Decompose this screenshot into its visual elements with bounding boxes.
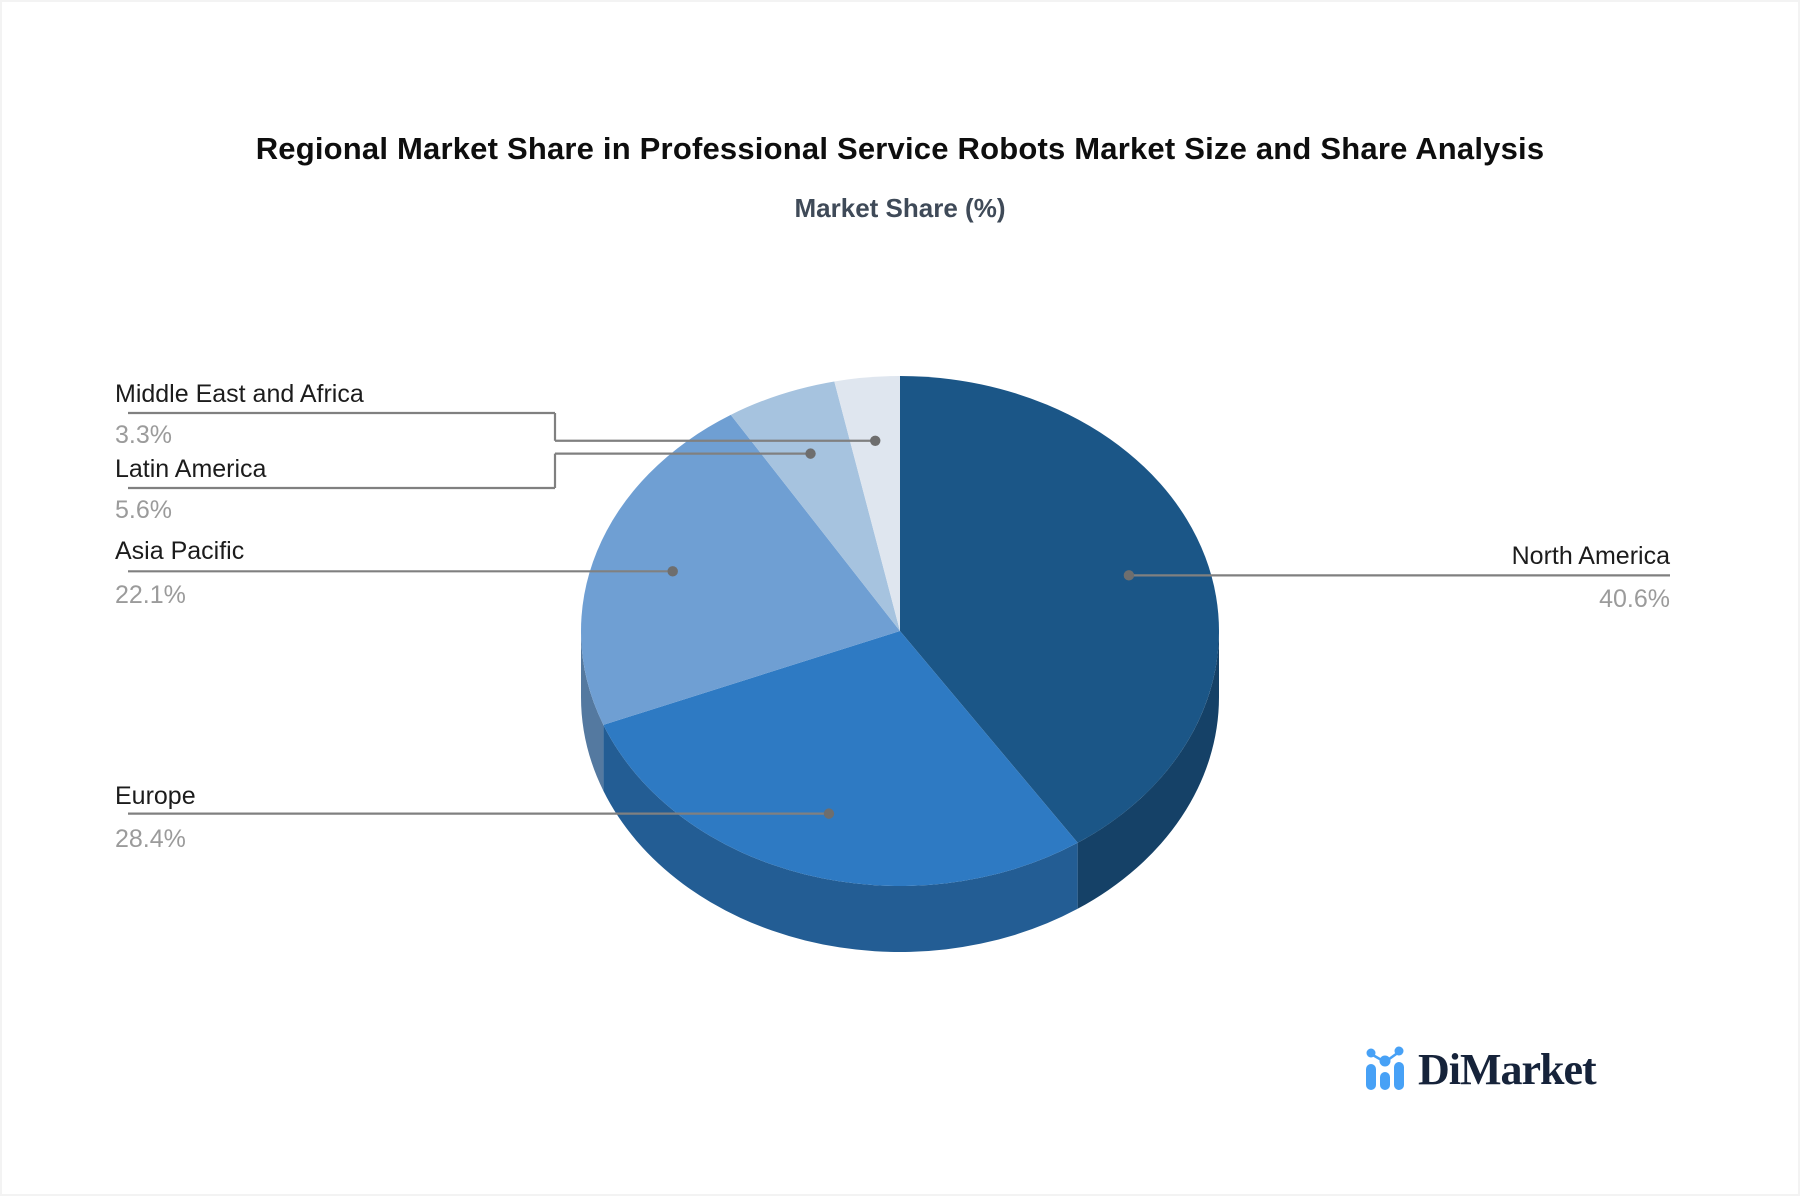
slice-percent-latin-america: 5.6% xyxy=(115,496,172,524)
slice-europe[interactable] xyxy=(603,631,1078,886)
slice-asia-pacific[interactable] xyxy=(581,414,900,725)
bar-line-chart-icon xyxy=(1366,1046,1404,1090)
slice-label-middle-east-and-africa: Middle East and Africa xyxy=(115,380,364,408)
slice-percent-north-america: 40.6% xyxy=(1599,585,1670,613)
slice-label-asia-pacific: Asia Pacific xyxy=(115,537,245,565)
slice-rim-north-america xyxy=(1077,631,1219,909)
slice-rim-asia-pacific xyxy=(581,631,604,791)
slice-north-america[interactable] xyxy=(900,376,1220,843)
slice-label-latin-america: Latin America xyxy=(115,455,267,483)
chart-title: Regional Market Share in Professional Se… xyxy=(255,131,1545,166)
leader-dot-europe xyxy=(823,808,835,819)
leader-dot-asia-pacific xyxy=(667,566,678,577)
leader-dot-latin-america xyxy=(805,448,816,459)
slice-percent-asia-pacific: 22.1% xyxy=(115,581,186,609)
logo-text: DiMarket xyxy=(1418,1045,1597,1094)
chart-subtitle: Market Share (%) xyxy=(794,193,1006,223)
slice-label-europe: Europe xyxy=(115,782,196,810)
slice-percent-middle-east-and-africa: 3.3% xyxy=(115,421,172,449)
slice-latin-america[interactable] xyxy=(730,381,900,631)
slice-percent-europe: 28.4% xyxy=(115,825,186,853)
leader-dot-middle-east-and-africa xyxy=(870,435,881,446)
leader-dot-north-america xyxy=(1123,570,1135,581)
slice-label-north-america: North America xyxy=(1511,542,1670,570)
slice-rim-europe xyxy=(603,724,1078,952)
dimarket-logo: DiMarket xyxy=(1360,1040,1660,1110)
